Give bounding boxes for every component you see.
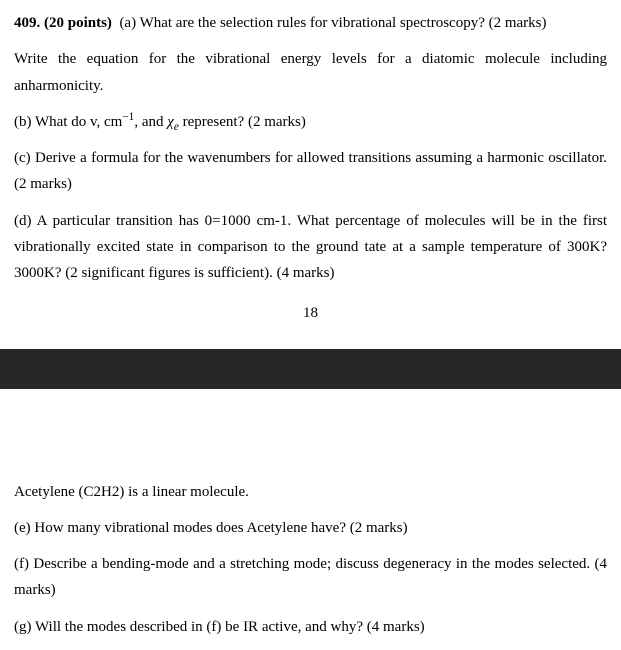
question-b: (b) What do v, cm−1, and χe represent? (…	[14, 109, 607, 135]
part-label: (c)	[14, 150, 31, 166]
part-text-mid: , and	[134, 114, 167, 130]
chi-symbol: χ	[167, 114, 174, 130]
part-text: Write the equation for the vibrational e…	[14, 51, 607, 93]
page-number: 18	[14, 300, 607, 326]
question-e: (e) How many vibrational modes does Acet…	[14, 515, 607, 541]
page-divider	[0, 349, 621, 389]
question-f: (f) Describe a bending-mode and a stretc…	[14, 551, 607, 604]
part-label: (a)	[119, 15, 136, 31]
part-text-pre: What do v, cm	[35, 114, 122, 130]
question-a-continued: Write the equation for the vibrational e…	[14, 46, 607, 99]
acetylene-intro: Acetylene (C2H2) is a linear molecule.	[14, 479, 607, 505]
document-page: 409. (20 points) (a) What are the select…	[0, 0, 621, 640]
part-text: Describe a bending-mode and a stretching…	[14, 556, 607, 598]
part-text: A particular transition has 0=1000 cm-1.…	[14, 213, 607, 282]
question-c: (c) Derive a formula for the wavenumbers…	[14, 145, 607, 198]
part-text: Derive a formula for the wavenumbers for…	[14, 150, 607, 192]
question-a: 409. (20 points) (a) What are the select…	[14, 10, 607, 36]
superscript: −1	[122, 111, 134, 123]
part-label: (f)	[14, 556, 29, 572]
part-text-post: represent? (2 marks)	[179, 114, 306, 130]
spacer	[14, 389, 607, 479]
part-text: What are the selection rules for vibrati…	[140, 15, 547, 31]
question-number: 409.	[14, 15, 40, 31]
question-g: (g) Will the modes described in (f) be I…	[14, 614, 607, 640]
part-text: Will the modes described in (f) be IR ac…	[35, 619, 425, 635]
part-label: (g)	[14, 619, 32, 635]
part-label: (e)	[14, 520, 31, 536]
intro-text: Acetylene (C2H2) is a linear molecule.	[14, 484, 249, 500]
question-d: (d) A particular transition has 0=1000 c…	[14, 208, 607, 287]
part-text: How many vibrational modes does Acetylen…	[34, 520, 407, 536]
question-points: (20 points)	[44, 15, 112, 31]
part-label: (b)	[14, 114, 32, 130]
part-label: (d)	[14, 213, 32, 229]
